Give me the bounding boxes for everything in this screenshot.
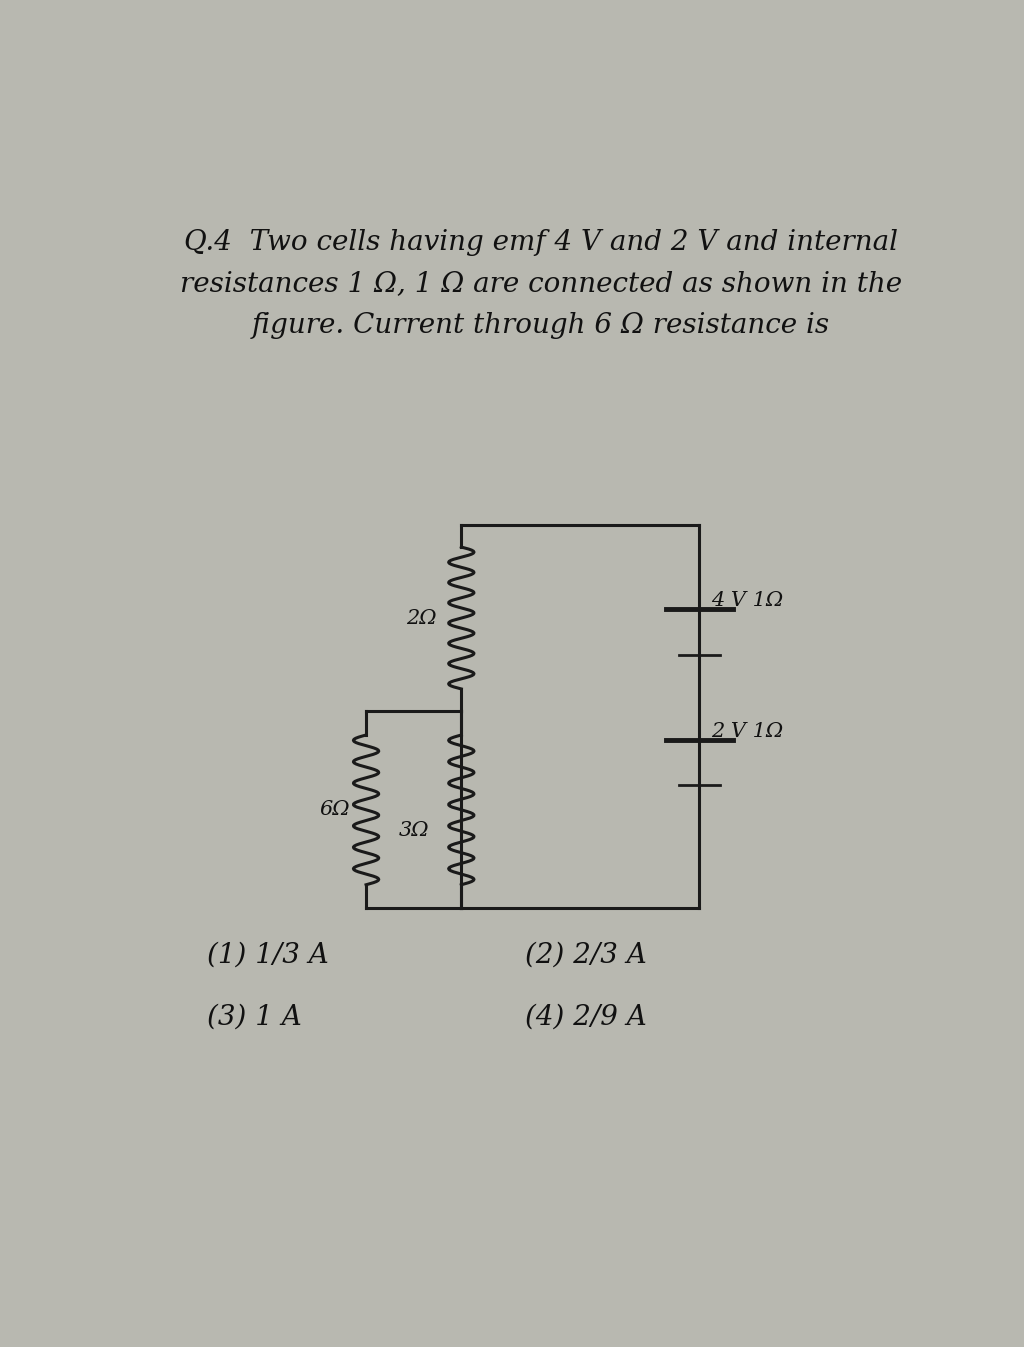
Text: 2Ω: 2Ω [407,609,437,628]
Text: (4) 2/9 A: (4) 2/9 A [524,1004,646,1030]
Text: (3) 1 A: (3) 1 A [207,1004,302,1030]
Text: 4 V 1Ω: 4 V 1Ω [712,591,783,610]
Text: (1) 1/3 A: (1) 1/3 A [207,942,329,968]
Text: Q.4  Two cells having emf 4 V and 2 V and internal: Q.4 Two cells having emf 4 V and 2 V and… [183,229,898,256]
Text: 3Ω: 3Ω [398,822,429,841]
Text: figure. Current through 6 Ω resistance is: figure. Current through 6 Ω resistance i… [252,313,829,339]
Text: resistances 1 Ω, 1 Ω are connected as shown in the: resistances 1 Ω, 1 Ω are connected as sh… [179,271,902,298]
Text: 6Ω: 6Ω [319,800,349,819]
Text: 2 V 1Ω: 2 V 1Ω [712,722,783,741]
Text: (2) 2/3 A: (2) 2/3 A [524,942,646,968]
